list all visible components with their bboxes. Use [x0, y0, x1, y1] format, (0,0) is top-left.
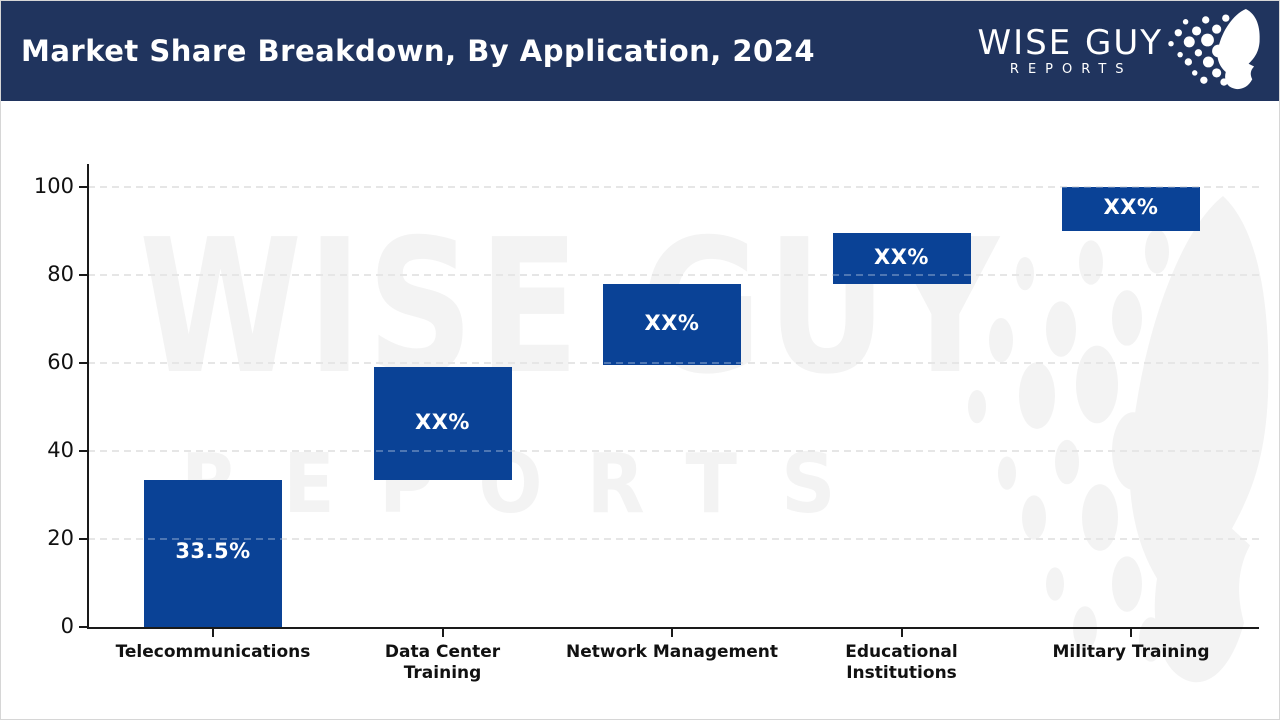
bar-telecommunications: [144, 479, 282, 627]
gridline-100: [88, 186, 1259, 188]
gridline-overlay-80: [88, 274, 1259, 276]
y-tick-mark-80: [79, 274, 88, 276]
chart-area: WISE GUY REPORTS 0 20 40 60 80 100 33.5% Teleco…: [1, 101, 1279, 719]
x-tick-mark-network-management: [671, 628, 673, 637]
x-label-line: Institutions: [846, 663, 957, 683]
gridline-40: [88, 450, 1259, 452]
x-label-educational-institutions: Educational Institutions: [787, 642, 1017, 684]
x-tick-mark-data-center-training: [441, 628, 444, 637]
y-tick-label-20: 20: [47, 526, 74, 550]
gridline-overlay-60: [88, 362, 1259, 364]
x-label-line: Telecommunications: [115, 642, 311, 662]
gridline-80: [88, 274, 1259, 276]
gridline-overlay-20: [88, 538, 1259, 540]
y-tick-mark-0: [79, 626, 88, 628]
logo-name: WISE GUY: [977, 22, 1163, 63]
logo-text: WISE GUY REPORTS: [977, 26, 1163, 77]
x-label-telecommunications: Telecommunications: [98, 642, 328, 663]
bar-label-telecommunications: 33.5%: [175, 539, 251, 564]
x-tick-mark-telecommunications: [212, 628, 214, 637]
y-tick-label-100: 100: [33, 174, 74, 198]
x-label-military-training: Military Training: [1016, 642, 1246, 663]
y-tick-mark-40: [79, 450, 88, 452]
y-tick-label-80: 80: [47, 262, 74, 286]
logo-subname: REPORTS: [1009, 61, 1133, 77]
x-label-line: Military Training: [1052, 642, 1210, 662]
bar-label-network-management: XX%: [644, 310, 700, 335]
x-axis: [88, 627, 1259, 629]
bar-network-management: [603, 283, 741, 366]
bar-educational-institutions: [832, 233, 971, 284]
x-label-data-center-training: Data Center Training: [328, 642, 558, 684]
x-label-network-management: Network Management: [557, 642, 787, 663]
gridline-overlay-100: [88, 186, 1259, 188]
y-tick-mark-100: [79, 186, 88, 188]
bar-label-military-training: XX%: [1103, 195, 1159, 219]
y-tick-label-60: 60: [47, 350, 74, 374]
y-tick-label-0: 0: [60, 614, 74, 638]
wiseguy-face-icon: [1168, 9, 1260, 90]
x-tick-mark-educational-institutions: [900, 628, 903, 637]
watermark-line1: WISE GUY: [139, 199, 1004, 415]
gridline-20: [88, 538, 1259, 540]
page-title: Market Share Breakdown, By Application, …: [21, 34, 816, 68]
bar-data-center-training: [373, 367, 512, 480]
x-label-line: Network Management: [565, 642, 778, 662]
wiseguy-logo: WISE GUY REPORTS: [977, 9, 1271, 93]
header-bar: Market Share Breakdown, By Application, …: [1, 1, 1279, 101]
bar-label-data-center-training: XX%: [415, 409, 470, 434]
x-label-line: Educational: [845, 642, 958, 662]
y-tick-label-40: 40: [47, 438, 74, 462]
x-tick-mark-military-training: [1130, 628, 1132, 637]
x-label-line: Training: [403, 663, 482, 683]
x-label-line: Data Center: [384, 642, 501, 662]
y-tick-mark-60: [79, 362, 88, 364]
y-axis: [87, 164, 89, 629]
gridline-overlay-40: [88, 450, 1259, 452]
bar-label-educational-institutions: XX%: [874, 244, 929, 269]
y-tick-mark-20: [79, 538, 88, 540]
